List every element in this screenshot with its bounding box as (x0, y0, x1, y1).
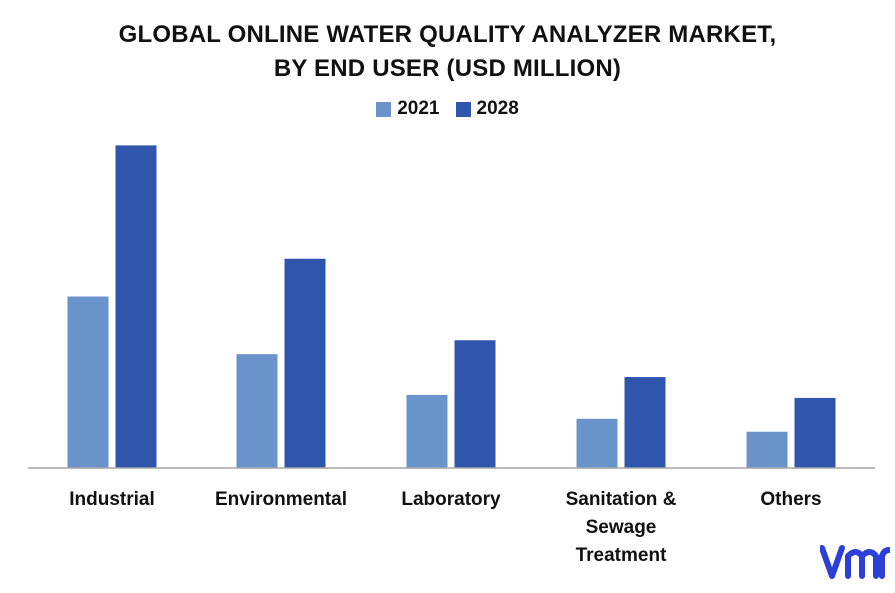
x-tick-label-2: Laboratory (401, 489, 501, 510)
chart-legend: 2021 2028 (0, 98, 895, 120)
bar-2021-1 (235, 353, 279, 469)
bar-2028-0 (114, 144, 158, 469)
x-tick-label-0-line-0: Industrial (69, 489, 155, 510)
legend-label-2028: 2028 (476, 98, 519, 119)
x-tick-label-1: Environmental (215, 489, 347, 510)
x-tick-label-0: Industrial (69, 489, 155, 510)
bar-2028-4 (793, 396, 837, 469)
bar-2021-2 (405, 393, 449, 469)
x-tick-label-3-line-0: Sanitation & (566, 489, 677, 510)
bar-2028-1 (283, 257, 327, 469)
chart-title-line-1: GLOBAL ONLINE WATER QUALITY ANALYZER MAR… (118, 21, 777, 48)
x-tick-label-1-line-0: Environmental (215, 489, 347, 510)
x-tick-label-3-line-1: Sewage (586, 517, 657, 538)
bar-2021-4 (745, 430, 789, 469)
legend-item-2021: 2021 (376, 98, 440, 120)
legend-label-2021: 2021 (397, 98, 440, 119)
x-axis-labels: Industrial Environmental Laboratory Sanitat… (69, 489, 821, 566)
bar-2021-0 (66, 295, 110, 469)
bar-2021-3 (575, 417, 619, 469)
chart-title: GLOBAL ONLINE WATER QUALITY ANALYZER MAR… (0, 18, 895, 86)
legend-item-2028: 2028 (455, 98, 519, 120)
chart-title-line-2: BY END USER (USD MILLION) (273, 55, 622, 82)
bars-group (66, 144, 837, 469)
x-tick-label-4: Others (760, 489, 821, 510)
legend-swatch-2028 (455, 101, 471, 117)
x-tick-label-3-line-2: Treatment (576, 545, 667, 566)
x-tick-label-2-line-0: Laboratory (401, 489, 501, 510)
x-tick-label-4-line-0: Others (760, 489, 821, 510)
bar-2028-2 (453, 339, 497, 469)
legend-swatch-2021 (376, 101, 392, 117)
bar-2028-3 (623, 376, 667, 469)
x-tick-label-3: Sanitation & Sewage Treatment (566, 489, 677, 566)
vmr-logo-icon (820, 545, 890, 579)
